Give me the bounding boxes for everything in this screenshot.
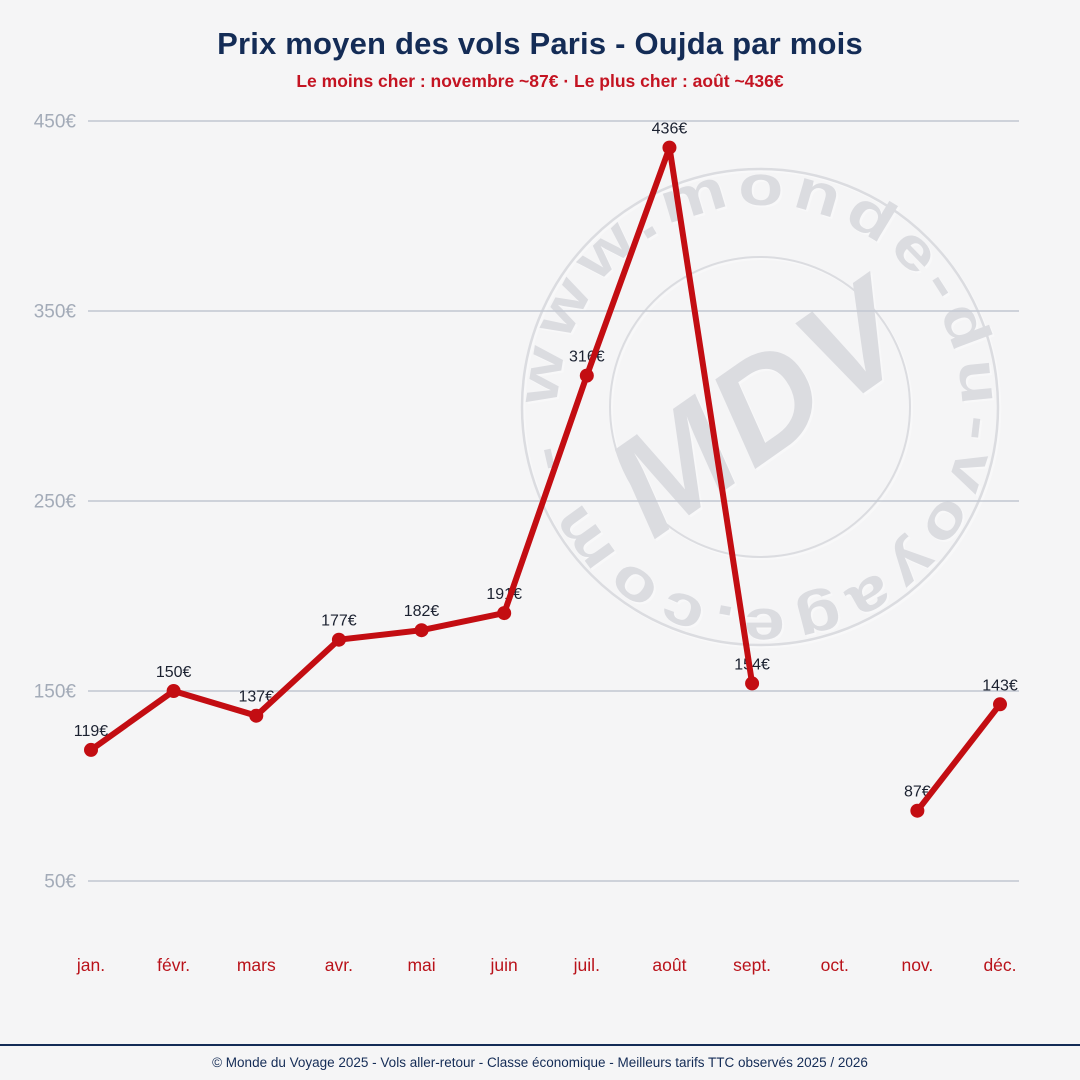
footer-credit: © Monde du Voyage 2025 - Vols aller-reto…: [212, 1055, 868, 1070]
x-axis-label: avr.: [325, 955, 353, 975]
page-title: Prix moyen des vols Paris - Oujda par mo…: [217, 26, 863, 61]
point-label: 137€: [238, 689, 274, 706]
point-label: 119€: [74, 723, 109, 740]
x-axis-label: mars: [237, 955, 276, 975]
x-axis-label: juin: [490, 955, 518, 975]
data-point: [662, 140, 677, 155]
watermark-stamp: www.monde-du-voyage.com - MDV: [505, 153, 1009, 660]
data-point: [579, 368, 594, 383]
y-axis-tick: 150€: [34, 682, 77, 703]
point-label: 316€: [569, 349, 605, 366]
x-axis-label: oct.: [821, 955, 849, 975]
x-axis-label: août: [652, 955, 686, 975]
y-axis-tick: 250€: [34, 492, 77, 513]
data-point: [414, 623, 429, 638]
y-axis-tick: 450€: [34, 112, 77, 133]
data-point: [745, 676, 760, 691]
point-label: 191€: [486, 586, 522, 603]
data-point: [497, 606, 512, 621]
point-label: 177€: [321, 613, 357, 630]
x-axis-label: févr.: [157, 955, 190, 975]
data-point: [910, 803, 925, 818]
x-axis-label: mai: [407, 955, 435, 975]
x-axis-label: jan.: [76, 955, 105, 975]
chart-header: Prix moyen des vols Paris - Oujda par mo…: [0, 0, 1080, 92]
point-label: 87€: [904, 784, 931, 801]
data-point: [249, 708, 264, 723]
watermark-outer-ring: [520, 167, 1000, 647]
watermark-inner-ring: [609, 256, 911, 558]
point-label: 436€: [652, 121, 688, 138]
x-axis-label: nov.: [901, 955, 933, 975]
watermark-center-text: MDV: [580, 245, 943, 565]
data-point: [993, 697, 1007, 712]
point-label: 182€: [404, 603, 440, 620]
x-axis-label: déc.: [983, 955, 1016, 975]
data-point: [166, 684, 181, 698]
x-axis-label: sept.: [733, 955, 771, 975]
point-label: 143€: [982, 677, 1018, 694]
x-axis-label: juil.: [573, 955, 600, 975]
chart-plot-area: 450€ 350€ 250€ 150€ 50€ jan. févr. mars avr. mai j…: [34, 112, 1019, 975]
price-line: [914, 701, 1003, 814]
y-axis-tick: 50€: [44, 872, 76, 893]
chart-subtitle: Le moins cher : novembre ~87€ · Le plus …: [296, 71, 784, 91]
footer-divider: [0, 1044, 1080, 1046]
chart-footer: © Monde du Voyage 2025 - Vols aller-reto…: [0, 1044, 1080, 1080]
point-label: 150€: [156, 664, 192, 681]
data-point: [84, 742, 98, 757]
y-axis-tick: 350€: [34, 302, 77, 323]
data-point: [331, 632, 346, 647]
